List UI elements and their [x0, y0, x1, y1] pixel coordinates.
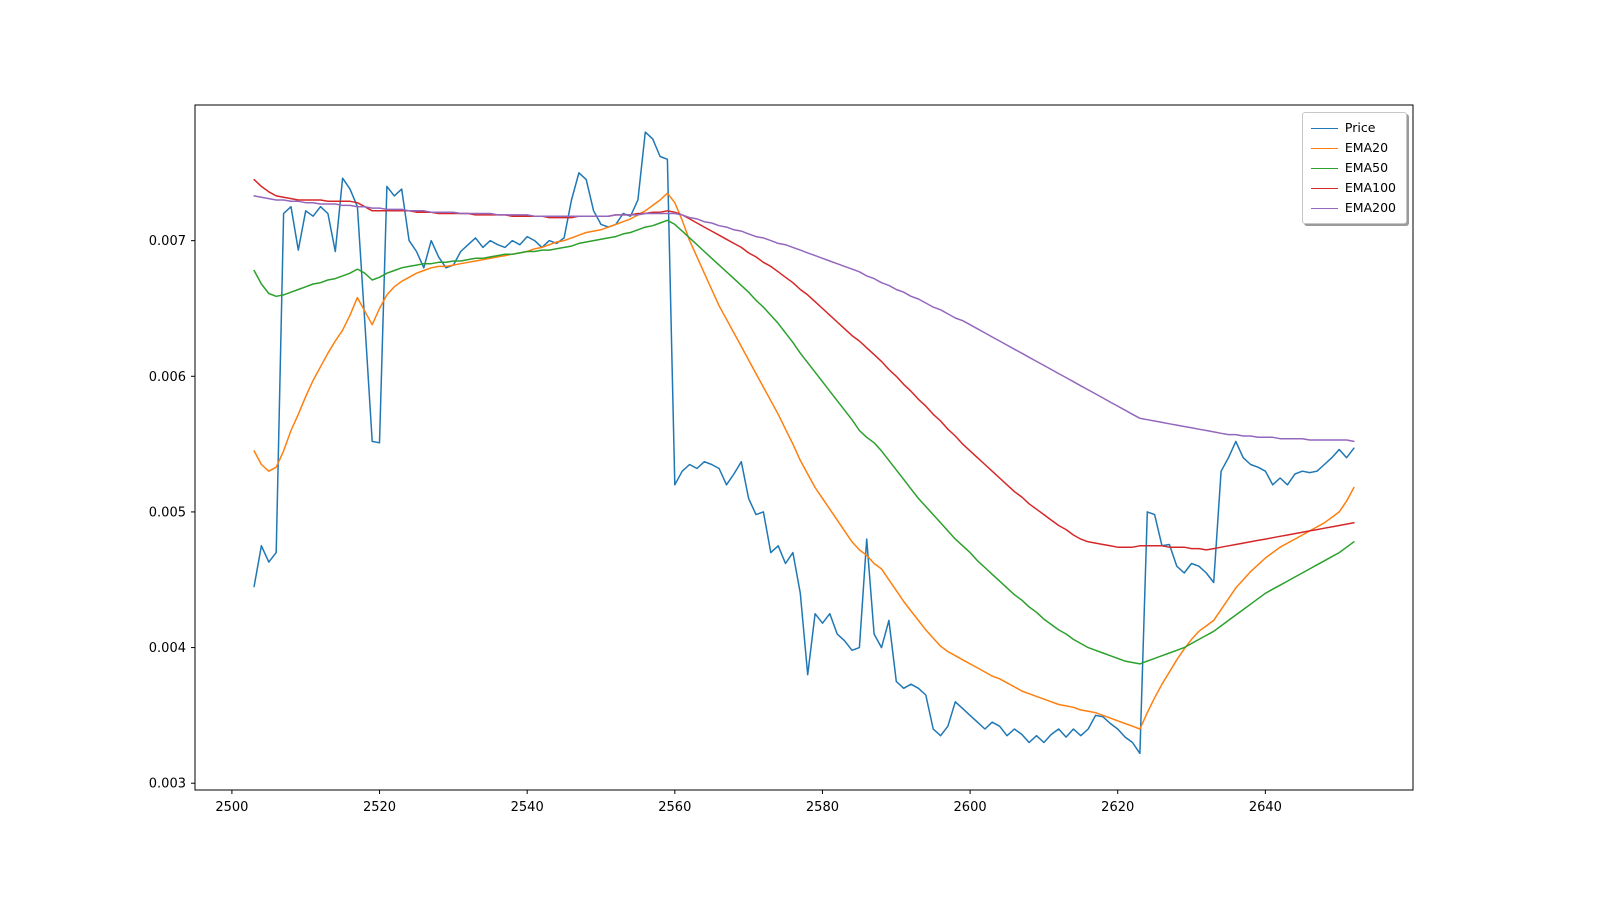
x-tick-label: 2520 [363, 800, 396, 815]
y-tick-label: 0.003 [149, 777, 186, 792]
x-tick-label: 2500 [215, 800, 248, 815]
series-line-ema100 [253, 178, 1355, 551]
x-tick-label: 2560 [658, 800, 691, 815]
y-tick-label: 0.007 [149, 234, 186, 249]
legend-line-sample-price [1310, 127, 1338, 129]
legend-entry: EMA50 [1310, 158, 1396, 178]
legend-entry: Price [1310, 118, 1396, 138]
x-tick-label: 2640 [1249, 800, 1282, 815]
x-tick-label: 2580 [806, 800, 839, 815]
axes-frame [194, 104, 1414, 791]
legend-label-ema50: EMA50 [1344, 160, 1389, 175]
y-tick-label: 0.006 [149, 370, 186, 385]
legend-entry: EMA20 [1310, 138, 1396, 158]
y-tick-label: 0.004 [149, 641, 186, 656]
legend: Price EMA20 EMA50 EMA100 EMA200 [1301, 112, 1407, 224]
x-tick-label: 2600 [954, 800, 987, 815]
legend-line-sample-ema50 [1310, 167, 1338, 169]
legend-label-price: Price [1344, 120, 1376, 135]
series-line-price [253, 131, 1355, 755]
legend-line-sample-ema20 [1310, 147, 1338, 149]
legend-label-ema20: EMA20 [1344, 140, 1389, 155]
series-line-ema20 [253, 192, 1355, 730]
series-line-ema200 [253, 195, 1355, 443]
legend-label-ema100: EMA100 [1344, 180, 1396, 195]
legend-line-sample-ema100 [1310, 187, 1338, 189]
legend-line-sample-ema200 [1310, 207, 1338, 209]
legend-entry: EMA100 [1310, 178, 1396, 198]
legend-label-ema200: EMA200 [1344, 200, 1396, 215]
y-tick-label: 0.005 [149, 505, 186, 520]
series-line-ema50 [253, 219, 1355, 665]
x-tick-label: 2540 [511, 800, 544, 815]
legend-entry: EMA200 [1310, 198, 1396, 218]
x-tick-label: 2620 [1101, 800, 1134, 815]
